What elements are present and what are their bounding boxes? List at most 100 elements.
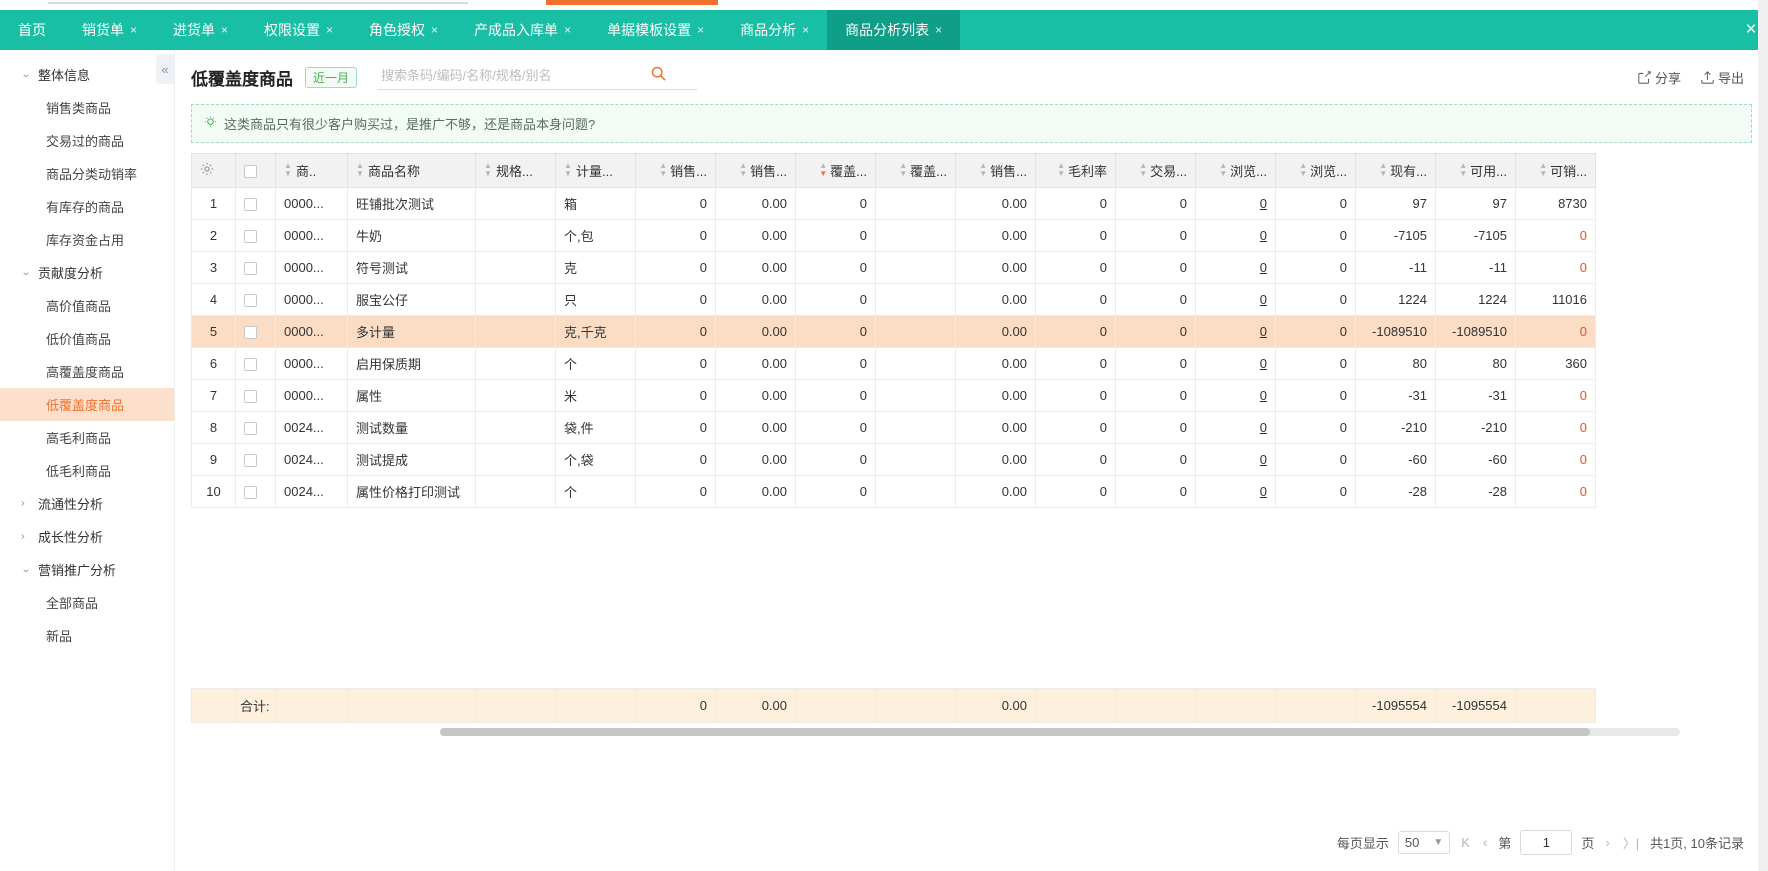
view-count-link[interactable]: 0 — [1259, 484, 1267, 499]
table-row[interactable]: 4 0000... 服宝公仔只 0 0.00 0 0.00 0 0 0 0 1224 1224 11016 — [191, 283, 1596, 316]
sidebar-item-高覆盖度商品[interactable]: 高覆盖度商品 — [46, 365, 125, 380]
row-checkbox[interactable] — [244, 390, 257, 404]
view-count-link[interactable]: 0 — [1259, 228, 1267, 243]
column-header-sale1[interactable]: ▲ ▼ 销售... — [635, 153, 716, 188]
last-page-button[interactable]: 〉| — [1622, 836, 1640, 851]
sort-icon[interactable]: ▲ ▼ — [356, 161, 364, 178]
tab-close-icon[interactable]: × — [431, 23, 439, 37]
tab-6[interactable]: 单据模板设置 × — [589, 10, 722, 50]
tab-0[interactable]: 首页 — [0, 10, 64, 50]
sidebar-item-销售类商品[interactable]: 销售类商品 — [46, 101, 112, 116]
next-page-button[interactable]: › — [1605, 835, 1610, 850]
sort-icon[interactable]: ▲ ▼ — [739, 161, 748, 178]
sidebar-item-库存资金占用[interactable]: 库存资金占用 — [46, 233, 125, 248]
gear-icon[interactable] — [200, 162, 214, 179]
page-number-input[interactable] — [1520, 830, 1573, 855]
sidebar-item-高价值商品[interactable]: 高价值商品 — [46, 299, 112, 314]
tab-close-icon[interactable]: × — [221, 23, 229, 37]
column-header-view2[interactable]: ▲ ▼ 浏览... — [1275, 153, 1356, 188]
column-header-sale2[interactable]: ▲ ▼ 销售... — [715, 153, 796, 188]
sidebar-group-4[interactable]: ⌄ 营销推广分析 — [0, 553, 174, 586]
table-row[interactable]: 6 0000... 启用保质期个 0 0.00 0 0.00 0 0 0 0 80 80 360 — [191, 347, 1596, 380]
sort-icon[interactable]: ▲ ▼ — [659, 161, 668, 178]
tab-7[interactable]: 商品分析 × — [722, 10, 827, 50]
row-checkbox[interactable] — [244, 230, 257, 244]
table-row[interactable]: 5 0000... 多计量 克,千克 0 0.00 0 0.00 0 0 0 0 -1089510 -10… — [191, 315, 1596, 348]
column-header-sellable[interactable]: ▲ ▼ 可销... — [1515, 153, 1596, 188]
sort-icon[interactable]: ▲ ▼ — [284, 161, 292, 178]
date-range-chip[interactable]: 近一月 — [305, 66, 358, 88]
sidebar-item-低覆盖度商品[interactable]: 低覆盖度商品 — [0, 388, 174, 421]
share-button[interactable]: 分享 — [1638, 68, 1681, 87]
sort-icon[interactable]: ▲ ▼ — [1299, 161, 1308, 178]
sort-icon[interactable]: ▲ ▼ — [819, 161, 828, 178]
column-header-cov1[interactable]: ▲ ▼ 覆盖... — [795, 153, 876, 188]
tab-close-icon[interactable]: × — [130, 23, 138, 37]
sort-icon[interactable]: ▲ ▼ — [1139, 161, 1148, 178]
column-header-name[interactable]: ▲ ▼ 商品名称 — [347, 153, 476, 188]
sidebar-item-高毛利商品[interactable]: 高毛利商品 — [46, 431, 112, 446]
sidebar-item-新品[interactable]: 新品 — [46, 629, 73, 644]
view-count-link[interactable]: 0 — [1259, 420, 1267, 435]
view-count-link[interactable]: 0 — [1259, 356, 1267, 371]
sidebar-item-全部商品[interactable]: 全部商品 — [46, 596, 99, 611]
tab-close-icon[interactable]: × — [935, 23, 943, 37]
tab-close-icon[interactable]: × — [564, 23, 572, 37]
sidebar-group-1[interactable]: ⌄ 贡献度分析 — [0, 256, 174, 289]
column-header-unit[interactable]: ▲ ▼ 计量... — [555, 153, 636, 188]
column-header-spec[interactable]: ▲ ▼ 规格... — [475, 153, 556, 188]
row-checkbox[interactable] — [244, 262, 257, 276]
sort-icon[interactable]: ▲ ▼ — [1379, 161, 1388, 178]
row-checkbox[interactable] — [244, 294, 257, 308]
sort-icon[interactable]: ▲ ▼ — [1459, 161, 1468, 178]
table-row[interactable]: 7 0000... 属性米 0 0.00 0 0.00 0 0 0 0 -31 -31 0 — [191, 379, 1596, 412]
export-button[interactable]: 导出 — [1701, 68, 1744, 87]
tab-close-icon[interactable]: × — [326, 23, 334, 37]
row-checkbox[interactable] — [244, 358, 257, 372]
close-all-tabs-button[interactable]: × — [1745, 19, 1757, 40]
select-all-checkbox[interactable] — [244, 165, 257, 179]
sidebar-group-3[interactable]: › 成长性分析 — [0, 520, 174, 553]
view-count-link[interactable]: 0 — [1259, 324, 1267, 339]
view-count-link[interactable]: 0 — [1259, 196, 1267, 211]
column-header-stock[interactable]: ▲ ▼ 现有... — [1355, 153, 1436, 188]
view-count-link[interactable]: 0 — [1259, 452, 1267, 467]
prev-page-button[interactable]: ‹ — [1482, 835, 1488, 850]
sidebar-group-0[interactable]: ⌄ 整体信息 — [0, 58, 174, 91]
column-header-avail[interactable]: ▲ ▼ 可用... — [1435, 153, 1516, 188]
tab-5[interactable]: 产成品入库单 × — [456, 10, 589, 50]
sidebar-group-2[interactable]: › 流通性分析 — [0, 487, 174, 520]
sidebar-item-有库存的商品[interactable]: 有库存的商品 — [46, 200, 125, 215]
tab-8[interactable]: 商品分析列表 × — [827, 10, 961, 50]
search-icon[interactable] — [651, 66, 666, 85]
tab-3[interactable]: 权限设置 × — [246, 10, 351, 50]
scrollbar-thumb[interactable] — [440, 728, 1590, 736]
column-header-view1[interactable]: ▲ ▼ 浏览... — [1195, 153, 1276, 188]
row-checkbox[interactable] — [244, 454, 257, 468]
row-checkbox[interactable] — [244, 198, 257, 212]
column-header-code[interactable]: ▲ ▼ 商.. — [275, 153, 348, 188]
table-row[interactable]: 9 0024... 测试提成 个,袋 0 0.00 0 0.00 0 0 0 0 -60 -60 0 — [191, 443, 1596, 476]
horizontal-scrollbar[interactable] — [440, 728, 1680, 736]
sort-icon[interactable]: ▲ ▼ — [1057, 161, 1065, 178]
view-count-link[interactable]: 0 — [1259, 292, 1267, 307]
search-input[interactable] — [381, 68, 642, 83]
column-header-trade[interactable]: ▲ ▼ 交易... — [1115, 153, 1196, 188]
sort-icon[interactable]: ▲ ▼ — [979, 161, 988, 178]
table-row[interactable]: 1 0000... 旺铺批次测试箱 0 0.00 0 0.00 0 0 0 0 97 97 8730 — [191, 187, 1596, 220]
row-checkbox[interactable] — [244, 486, 257, 500]
column-header-gross[interactable]: ▲ ▼ 毛利率 — [1035, 153, 1116, 188]
tab-4[interactable]: 角色授权 × — [351, 10, 456, 50]
sidebar-item-商品分类动销率[interactable]: 商品分类动销率 — [46, 167, 138, 182]
column-header-cov2[interactable]: ▲ ▼ 覆盖... — [875, 153, 956, 188]
tab-2[interactable]: 进货单 × — [155, 10, 246, 50]
sidebar-item-低毛利商品[interactable]: 低毛利商品 — [46, 464, 112, 479]
sort-icon[interactable]: ▲ ▼ — [564, 161, 572, 178]
column-header-sale3[interactable]: ▲ ▼ 销售... — [955, 153, 1036, 188]
sidebar-collapse-button[interactable]: « — [156, 54, 174, 84]
table-row[interactable]: 3 0000... 符号测试克 0 0.00 0 0.00 0 0 0 0 -11 -11 0 — [191, 251, 1596, 284]
table-row[interactable]: 10 0024... 属性价格打印测试个 0 0.00 0 0.00 0 0 0 0 -28 -28 0 — [191, 475, 1596, 508]
row-checkbox[interactable] — [244, 422, 257, 436]
page-size-select[interactable]: 50 ▼ — [1397, 831, 1451, 854]
